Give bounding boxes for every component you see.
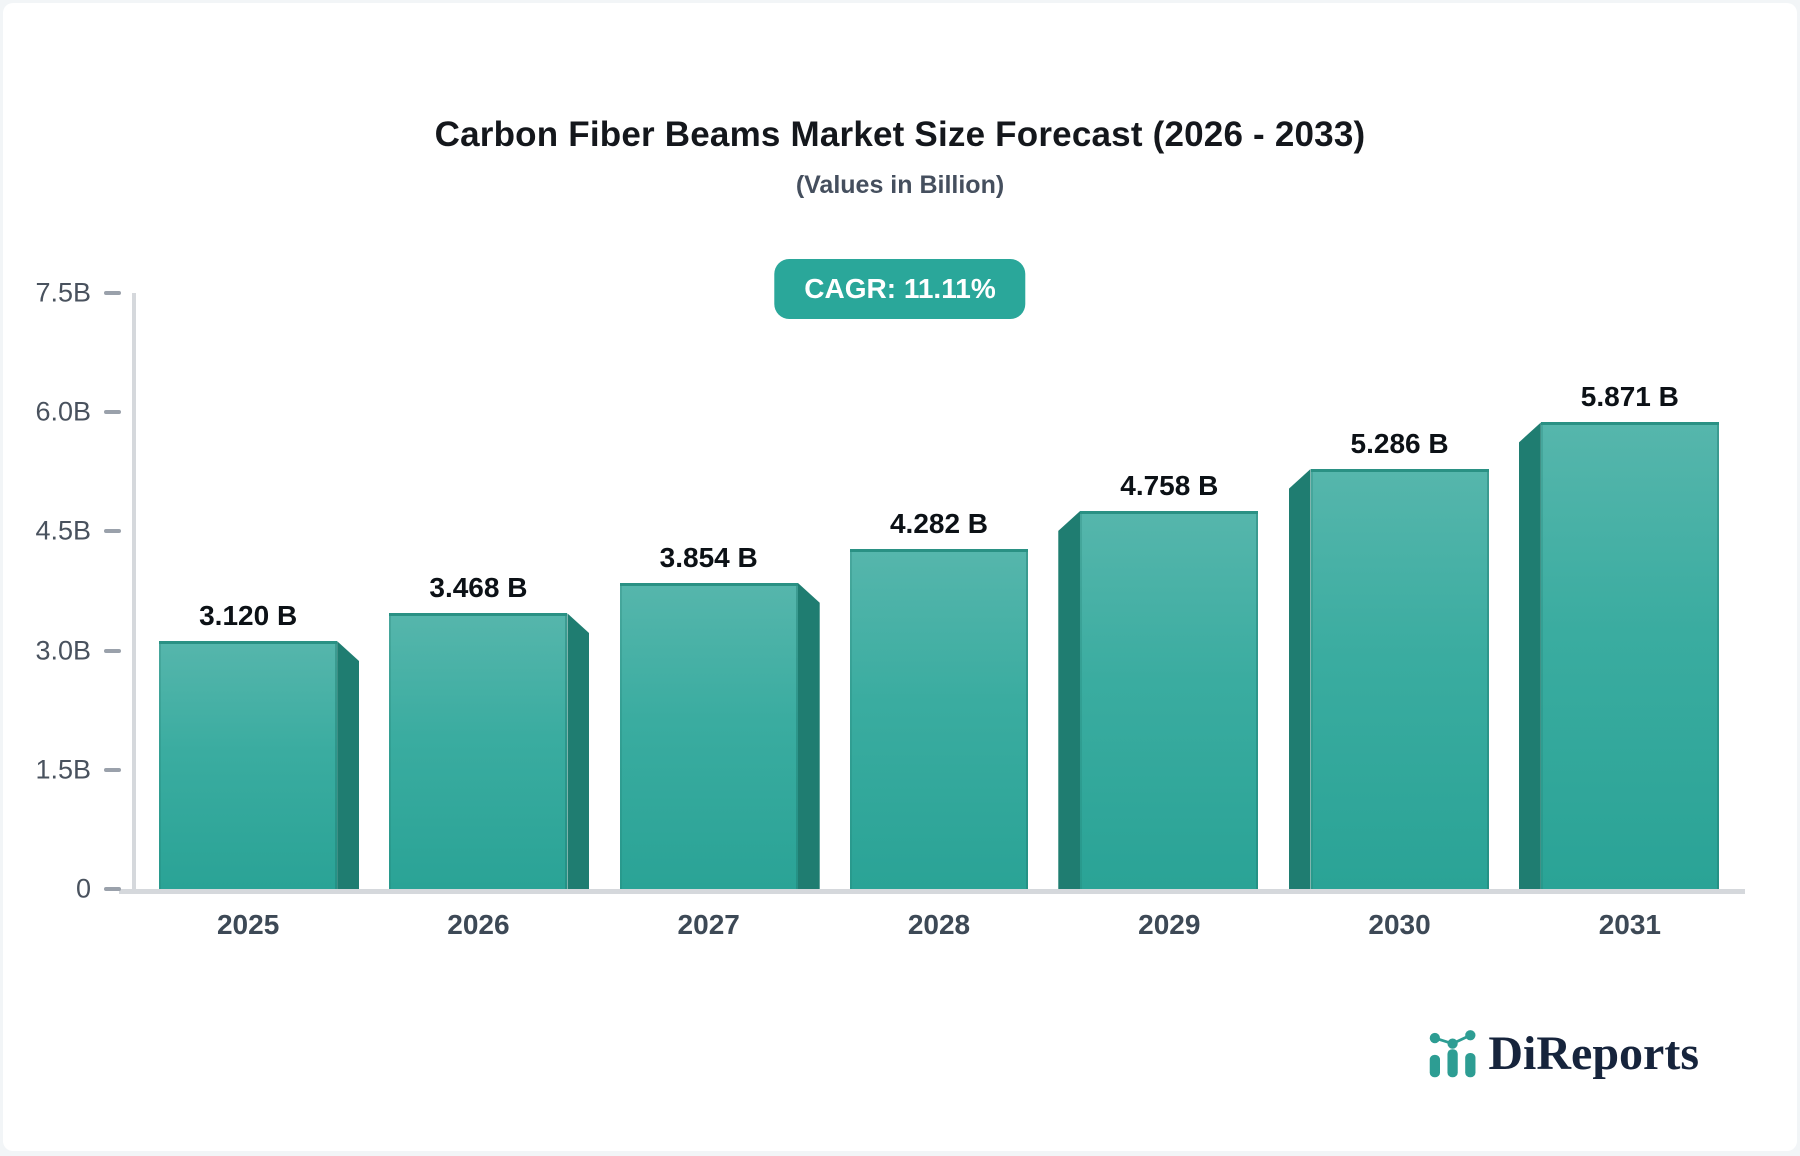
- x-tick-label-2029: 2029: [1138, 909, 1201, 940]
- y-tick-label-4.5B: 4.5B: [35, 515, 91, 546]
- bar-value-label-2028: 4.282 B: [889, 507, 989, 539]
- y-tick-label-3.0B: 3.0B: [35, 635, 91, 666]
- bar-value-label-2026: 3.468 B: [429, 572, 528, 604]
- y-tick-mark: [104, 529, 121, 534]
- direports-logo: DiReports: [1426, 1025, 1699, 1081]
- bar-3d-side: [337, 641, 360, 889]
- x-tick-label-2025: 2025: [216, 909, 280, 940]
- bar-2031: 5.871 B: [1518, 381, 1719, 889]
- bar-value-label-2030: 5.286 B: [1350, 427, 1449, 459]
- bar-face-2027: [619, 582, 798, 889]
- y-tick-label-0: 0: [75, 873, 91, 904]
- bar-value-label-2031: 5.871 B: [1580, 381, 1679, 413]
- chart-subtitle: (Values in Billion): [795, 171, 1005, 199]
- logo-text: DiReports: [1488, 1027, 1699, 1081]
- bar-3d-side: [567, 613, 590, 889]
- bar-2028: 4.282 B: [850, 508, 1028, 889]
- bar-face-2029: [1080, 510, 1259, 889]
- y-tick-mark: [104, 887, 121, 891]
- bar-face-2031: [1540, 422, 1719, 889]
- bar-3d-side: [1518, 422, 1541, 889]
- y-tick-mark: [104, 648, 121, 653]
- bar-face-2028: [850, 548, 1028, 889]
- x-axis-baseline: [119, 889, 1745, 894]
- bar-2030: 5.286 B: [1288, 428, 1489, 889]
- x-tick-label-2026: 2026: [447, 909, 510, 940]
- bar-3d-side: [1288, 468, 1311, 889]
- bar-face-2030: [1310, 468, 1489, 889]
- y-tick-mark: [104, 410, 121, 415]
- bar-2029: 4.758 B: [1058, 470, 1259, 889]
- bar-value-label-2029: 4.758 B: [1120, 469, 1219, 501]
- x-tick-label-2030: 2030: [1368, 909, 1431, 940]
- bar-2027: 3.854 B: [619, 542, 820, 889]
- x-tick-label-2028: 2028: [907, 909, 971, 940]
- bar-face-2025: [159, 641, 338, 889]
- bar-face-2026: [389, 613, 568, 889]
- y-tick-label-1.5B: 1.5B: [35, 754, 91, 785]
- y-tick-mark: [104, 767, 121, 772]
- y-tick-label-7.5B: 7.5B: [35, 277, 91, 308]
- y-axis-line: [132, 293, 136, 889]
- y-tick-label-6.0B: 6.0B: [35, 396, 91, 427]
- bar-3d-side: [1058, 510, 1081, 889]
- chart-card: Carbon Fiber Beams Market Size Forecast …: [3, 3, 1797, 1151]
- bar-3d-side: [797, 582, 820, 889]
- bar-value-label-2025: 3.120 B: [199, 600, 298, 632]
- bar-value-label-2027: 3.854 B: [659, 541, 758, 573]
- bar-chart-logo-icon: [1430, 1030, 1476, 1078]
- bar-2026: 3.468 B: [389, 572, 590, 889]
- x-tick-label-2027: 2027: [677, 909, 740, 940]
- y-tick-mark: [104, 291, 121, 295]
- bar-2025: 3.120 B: [159, 600, 360, 889]
- x-tick-label-2031: 2031: [1598, 909, 1661, 940]
- chart-title: Carbon Fiber Beams Market Size Forecast …: [434, 115, 1366, 154]
- cagr-badge: CAGR: 11.11%: [774, 259, 1026, 319]
